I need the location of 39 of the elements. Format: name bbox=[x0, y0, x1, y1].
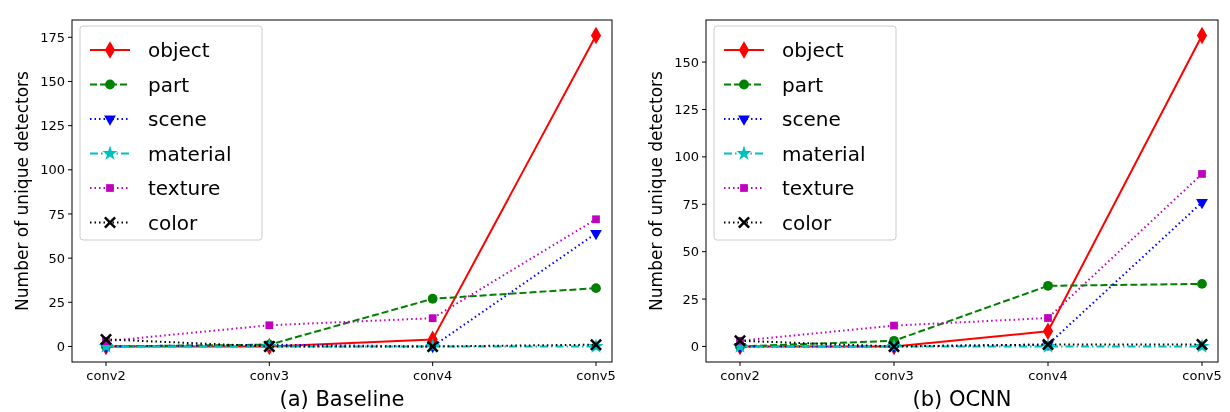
legend-label: color bbox=[148, 210, 199, 235]
y-tick-label: 150 bbox=[40, 74, 65, 90]
y-tick-label: 175 bbox=[40, 29, 65, 45]
legend-label: texture bbox=[782, 176, 855, 200]
legend-label: part bbox=[782, 72, 824, 97]
x-tick-label: conv2 bbox=[720, 368, 760, 383]
y-tick-label: 100 bbox=[40, 162, 65, 178]
y-tick-label: 75 bbox=[48, 206, 65, 222]
y-tick-label: 100 bbox=[674, 149, 699, 165]
x-tick-label: conv4 bbox=[1028, 368, 1068, 383]
y-tick-label: 50 bbox=[48, 250, 65, 266]
legend-label: scene bbox=[782, 107, 841, 131]
x-tick-label: conv2 bbox=[86, 368, 126, 383]
y-tick-label: 50 bbox=[682, 244, 699, 260]
y-tick-label: 150 bbox=[674, 54, 699, 70]
legend-label: object bbox=[148, 38, 210, 62]
legend-label: color bbox=[782, 210, 833, 235]
y-tick-label: 75 bbox=[682, 196, 699, 212]
y-tick-label: 125 bbox=[40, 118, 65, 134]
x-tick-label: conv3 bbox=[874, 368, 914, 383]
y-tick-label: 25 bbox=[48, 294, 65, 310]
x-axis-title: (a) Baseline bbox=[279, 387, 405, 411]
y-tick-label: 25 bbox=[682, 291, 699, 307]
legend-label: part bbox=[148, 72, 190, 97]
legend-label: texture bbox=[148, 176, 221, 200]
x-axis-title: (b) OCNN bbox=[912, 387, 1012, 411]
x-tick-label: conv5 bbox=[1182, 368, 1222, 383]
y-axis-title: Number of unique detectors bbox=[646, 70, 666, 311]
y-tick-label: 0 bbox=[56, 339, 65, 354]
y-tick-label: 125 bbox=[674, 102, 699, 118]
legend-label: material bbox=[148, 141, 232, 166]
x-tick-label: conv5 bbox=[576, 368, 616, 383]
y-axis-title: Number of unique detectors bbox=[12, 70, 32, 311]
legend-label: material bbox=[782, 141, 866, 166]
y-tick-label: 0 bbox=[690, 339, 699, 354]
legend-label: scene bbox=[148, 107, 207, 131]
legend-label: object bbox=[782, 38, 844, 62]
x-tick-label: conv4 bbox=[413, 368, 453, 383]
x-tick-label: conv3 bbox=[249, 368, 289, 383]
